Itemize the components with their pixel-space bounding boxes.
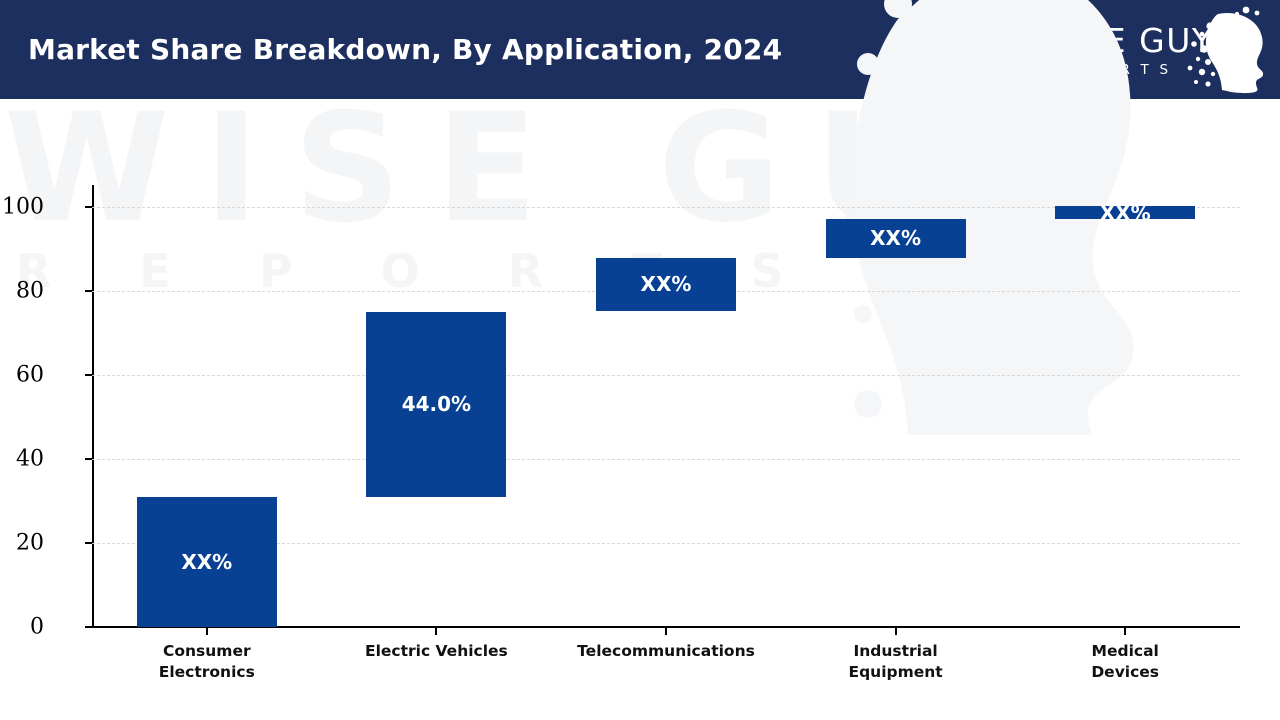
bar[interactable]: 44.0% <box>366 312 507 497</box>
bar[interactable]: XX% <box>596 257 736 312</box>
x-tick-mark <box>435 627 438 635</box>
x-tick-mark <box>665 627 667 635</box>
bar-value-label: XX% <box>870 226 922 251</box>
bar[interactable]: XX% <box>825 219 966 258</box>
chart-plot-area: 0 20 40 60 80 100 XX% 44.0% XX% XX% XX% Consumer … <box>2 185 1240 681</box>
svg-text:R E P O R T S: R E P O R T S <box>1041 62 1171 78</box>
x-tick-label: Consumer Electronics <box>158 642 255 681</box>
y-tick-label: 0 <box>30 614 44 640</box>
x-tick-mark <box>894 627 897 635</box>
y-tick-mark <box>85 206 92 208</box>
bar-value-label: XX% <box>1099 200 1151 225</box>
y-tick-label: 60 <box>16 362 44 388</box>
wise-guy-reports-logo: WISE GUY R E P O R T S <box>1022 4 1272 96</box>
x-tick-mark <box>1124 627 1127 635</box>
y-tick-mark <box>85 374 92 376</box>
x-tick-label: Industrial Equipment <box>848 642 943 681</box>
y-tick-mark <box>85 626 92 628</box>
y-tick-label: 80 <box>16 278 44 304</box>
header-bar: Market Share Breakdown, By Application, … <box>0 0 1280 99</box>
x-tick-label: Telecommunications <box>577 642 755 660</box>
bar-value-label: XX% <box>640 272 692 297</box>
svg-text:WISE GUY: WISE GUY <box>1037 21 1214 60</box>
head-profile-icon <box>1187 6 1264 94</box>
bar[interactable]: XX% <box>136 496 277 627</box>
gridline <box>92 207 1240 208</box>
bar[interactable]: XX% <box>1055 201 1196 225</box>
x-tick-label: Medical Devices <box>1091 642 1160 681</box>
bar-value-label: XX% <box>181 549 233 574</box>
y-tick-mark <box>85 290 92 292</box>
gridline <box>92 375 1240 376</box>
page-title: Market Share Breakdown, By Application, … <box>28 33 783 66</box>
bar-value-label: 44.0% <box>401 392 472 417</box>
gridline <box>92 459 1240 460</box>
y-tick-label: 20 <box>16 530 44 556</box>
y-tick-label: 100 <box>2 194 44 220</box>
y-axis-line <box>92 185 94 628</box>
logo-svg: WISE GUY R E P O R T S <box>1037 6 1264 94</box>
x-tick-label: Electric Vehicles <box>364 642 508 660</box>
x-tick-mark <box>205 627 208 635</box>
gridline <box>92 543 1240 544</box>
y-tick-label: 40 <box>16 446 44 472</box>
y-tick-mark <box>85 542 92 544</box>
y-tick-mark <box>85 458 92 460</box>
